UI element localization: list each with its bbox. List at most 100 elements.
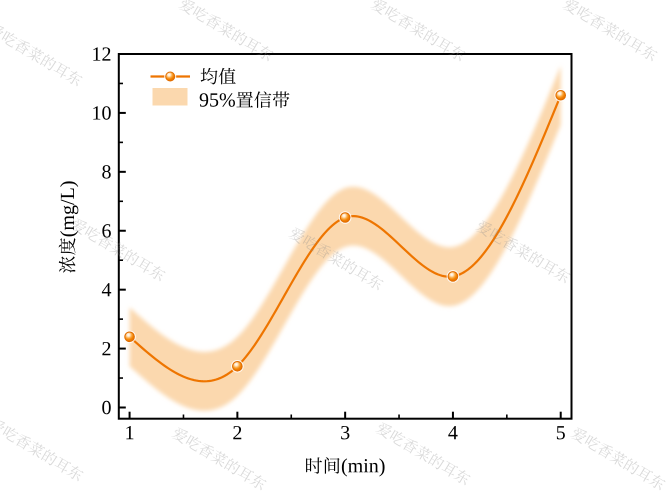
glyph-东 <box>256 43 275 63</box>
watermark-text <box>0 416 85 483</box>
glyph-耳 <box>635 465 654 484</box>
watermark-text <box>374 420 472 487</box>
watermark-text <box>561 0 659 63</box>
glyph-2 <box>102 341 111 356</box>
glyph-8 <box>102 165 111 179</box>
axes <box>117 53 573 420</box>
glyph-的 <box>614 28 633 47</box>
data-point-marker <box>124 331 135 343</box>
glyph-的 <box>427 452 446 471</box>
glyph-吃 <box>1 424 20 443</box>
glyph-东 <box>453 467 472 487</box>
legend-entry-mean <box>150 67 236 85</box>
glyph-东 <box>249 472 268 492</box>
glyph-吃 <box>191 4 210 23</box>
glyph-4 <box>448 426 458 440</box>
glyph-东 <box>148 263 167 283</box>
glyph-香 <box>395 12 415 32</box>
confidence-band-area <box>129 65 561 411</box>
x-axis-label <box>306 457 385 477</box>
glyph-东 <box>553 265 572 285</box>
glyph-吃 <box>83 224 102 243</box>
glyph-耳 <box>353 265 372 284</box>
glyph-吃 <box>0 29 19 48</box>
glyph-1 <box>126 425 134 440</box>
glyph-爱 <box>0 416 7 436</box>
data-point-marker <box>165 71 176 82</box>
glyph-g <box>63 205 79 215</box>
glyph-的 <box>40 448 59 467</box>
glyph-香 <box>13 432 33 452</box>
glyph-2 <box>102 47 111 61</box>
data-point-marker <box>339 212 351 223</box>
glyph-9 <box>199 93 209 107</box>
glyph-浓 <box>58 256 76 273</box>
glyph-耳 <box>135 256 154 275</box>
glyph-1 <box>93 106 101 120</box>
glyph-香 <box>595 441 615 461</box>
glyph-( <box>341 458 348 477</box>
glyph-时 <box>306 457 323 474</box>
x-tick-label <box>126 425 134 440</box>
glyph-i <box>363 459 369 473</box>
y-tick-label <box>101 283 112 297</box>
y-tick-label <box>102 165 111 179</box>
data-point-marker <box>232 360 243 372</box>
glyph-香 <box>196 441 216 461</box>
glyph-0 <box>102 106 111 120</box>
glyph-吃 <box>383 4 402 23</box>
glyph-耳 <box>52 61 71 80</box>
y-tick-label <box>102 400 111 415</box>
glyph-/ <box>60 199 75 205</box>
glyph-的 <box>422 28 441 47</box>
watermark-text <box>170 425 268 492</box>
y-tick-label <box>93 106 111 120</box>
glyph-5 <box>210 93 219 107</box>
glyph-东 <box>448 43 467 63</box>
glyph-置 <box>236 91 253 108</box>
glyph-m <box>64 215 74 231</box>
glyph-L <box>60 188 74 199</box>
y-axis-label <box>58 181 79 273</box>
watermark-text <box>569 425 666 492</box>
glyph-的 <box>622 457 641 476</box>
legend-entry-band <box>152 88 290 108</box>
watermark-text <box>0 21 84 88</box>
glyph-% <box>219 93 235 107</box>
x-tick-label <box>556 426 565 440</box>
glyph-1 <box>93 47 101 61</box>
glyph-间 <box>324 457 340 474</box>
glyph-耳 <box>627 36 646 55</box>
glyph-的 <box>340 257 359 276</box>
glyph-0 <box>102 400 111 415</box>
glyph-香 <box>12 37 32 57</box>
glyph-吃 <box>388 428 407 447</box>
glyph-耳 <box>243 36 262 55</box>
glyph-东 <box>366 272 385 292</box>
glyph-5 <box>556 426 565 440</box>
x-tick-label <box>341 425 350 440</box>
glyph-的 <box>122 248 141 267</box>
legend <box>150 67 290 108</box>
glyph-东 <box>66 463 85 483</box>
legend-patch-sample <box>152 88 188 106</box>
glyph-香 <box>203 12 223 32</box>
glyph-东 <box>640 43 659 63</box>
glyph-香 <box>400 436 420 456</box>
glyph-n <box>369 462 379 473</box>
data-point-marker <box>555 89 567 101</box>
glyph-的 <box>230 28 249 47</box>
glyph-) <box>379 458 385 477</box>
legend-label-mean <box>200 67 236 85</box>
glyph-耳 <box>440 460 459 479</box>
confidence-band <box>129 65 561 411</box>
y-tick-label <box>93 47 111 61</box>
glyph-6 <box>102 224 111 238</box>
glyph-吃 <box>583 433 602 452</box>
glyph-耳 <box>236 465 255 484</box>
glyph-4 <box>101 283 112 297</box>
glyph-2 <box>233 425 242 440</box>
glyph-值 <box>218 67 236 85</box>
glyph-3 <box>341 425 350 440</box>
